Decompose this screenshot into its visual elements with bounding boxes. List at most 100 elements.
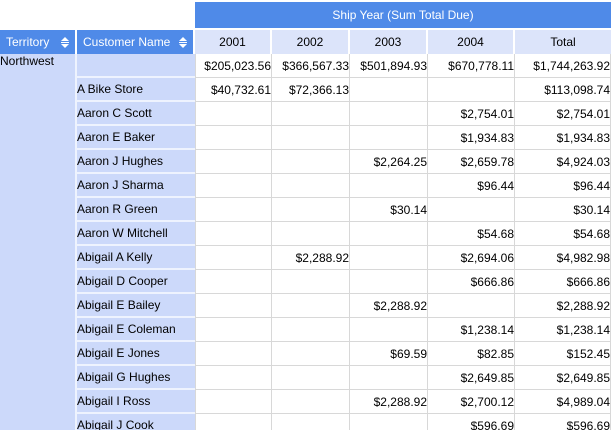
year-value-cell bbox=[195, 366, 272, 390]
customer-name-cell: Aaron J Hughes bbox=[77, 150, 195, 174]
year-value-cell: $30.14 bbox=[350, 198, 428, 222]
year-value-cell bbox=[195, 294, 272, 318]
year-value-cell: $2,264.25 bbox=[350, 150, 428, 174]
year-value-cell bbox=[350, 318, 428, 342]
table-row: Abigail A Kelly $2,288.92 $2,694.06 $4,982.… bbox=[0, 246, 611, 270]
year-value-cell: $2,754.01 bbox=[428, 102, 515, 126]
year-value-cell bbox=[350, 78, 428, 102]
year-value-cell: $1,934.83 bbox=[428, 126, 515, 150]
year-column-header-2003: 2003 bbox=[350, 28, 428, 54]
year-value-cell: $366,567.33 bbox=[272, 54, 350, 78]
year-value-cell bbox=[272, 318, 350, 342]
year-value-cell bbox=[195, 126, 272, 150]
year-value-cell bbox=[195, 318, 272, 342]
year-value-cell bbox=[350, 246, 428, 270]
customer-name-cell: Abigail D Cooper bbox=[77, 270, 195, 294]
total-value-cell: $96.44 bbox=[515, 174, 611, 198]
year-value-cell bbox=[272, 270, 350, 294]
customer-name-cell: Aaron R Green bbox=[77, 198, 195, 222]
year-value-cell bbox=[195, 246, 272, 270]
customer-name-cell: Abigail A Kelly bbox=[77, 246, 195, 270]
year-value-cell bbox=[195, 102, 272, 126]
column-header-row: Territory Customer Name 2001 2 bbox=[0, 28, 611, 54]
table-row: Abigail J Cook $596.69 $596.69 bbox=[0, 414, 611, 430]
table-row: Aaron C Scott $2,754.01 $2,754.01 bbox=[0, 102, 611, 126]
year-value-cell bbox=[272, 126, 350, 150]
total-value-cell: $4,924.03 bbox=[515, 150, 611, 174]
customer-name-cell: Abigail G Hughes bbox=[77, 366, 195, 390]
year-value-cell: $2,288.92 bbox=[272, 246, 350, 270]
year-value-cell bbox=[195, 270, 272, 294]
table-body: Northwest $205,023.56 $366,567.33 $501,894.… bbox=[0, 54, 611, 430]
total-value-cell: $666.86 bbox=[515, 270, 611, 294]
total-value-cell: $1,934.83 bbox=[515, 126, 611, 150]
year-value-cell bbox=[195, 390, 272, 414]
year-value-cell: $2,700.12 bbox=[428, 390, 515, 414]
total-value-cell: $4,989.04 bbox=[515, 390, 611, 414]
year-value-cell bbox=[272, 102, 350, 126]
column-group-header-row: Ship Year (Sum Total Due) bbox=[0, 0, 611, 28]
year-value-cell bbox=[272, 342, 350, 366]
year-column-header-2002: 2002 bbox=[272, 28, 350, 54]
year-value-cell bbox=[195, 150, 272, 174]
year-column-header-2004: 2004 bbox=[428, 28, 515, 54]
year-value-cell bbox=[272, 390, 350, 414]
total-value-cell: $2,288.92 bbox=[515, 294, 611, 318]
total-value-cell: $152.45 bbox=[515, 342, 611, 366]
year-value-cell bbox=[272, 414, 350, 430]
year-value-cell bbox=[350, 222, 428, 246]
customer-name-column-header[interactable]: Customer Name bbox=[77, 28, 195, 54]
year-value-cell bbox=[350, 174, 428, 198]
year-value-cell bbox=[350, 270, 428, 294]
total-value-cell: $54.68 bbox=[515, 222, 611, 246]
total-value-cell: $4,982.98 bbox=[515, 246, 611, 270]
year-value-cell: $82.85 bbox=[428, 342, 515, 366]
total-value-cell: $1,744,263.92 bbox=[515, 54, 611, 78]
year-value-cell: $2,649.85 bbox=[428, 366, 515, 390]
total-column-header: Total bbox=[515, 28, 611, 54]
year-value-cell bbox=[272, 366, 350, 390]
table-row: Abigail D Cooper $666.86 $666.86 bbox=[0, 270, 611, 294]
year-value-cell bbox=[428, 294, 515, 318]
year-value-cell: $670,778.11 bbox=[428, 54, 515, 78]
year-value-cell: $666.86 bbox=[428, 270, 515, 294]
table-row: Abigail G Hughes $2,649.85 $2,649.85 bbox=[0, 366, 611, 390]
year-value-cell: $1,238.14 bbox=[428, 318, 515, 342]
table-row: Abigail I Ross $2,288.92 $2,700.12 $4,989.0… bbox=[0, 390, 611, 414]
total-value-cell: $596.69 bbox=[515, 414, 611, 430]
customer-name-cell: Abigail E Jones bbox=[77, 342, 195, 366]
customer-name-cell bbox=[77, 54, 195, 78]
year-value-cell: $2,288.92 bbox=[350, 390, 428, 414]
year-value-cell: $501,894.93 bbox=[350, 54, 428, 78]
customer-name-cell: Aaron E Baker bbox=[77, 126, 195, 150]
customer-name-cell: Aaron W Mitchell bbox=[77, 222, 195, 246]
customer-name-cell: Abigail E Bailey bbox=[77, 294, 195, 318]
year-value-cell bbox=[428, 198, 515, 222]
territory-header-label: Territory bbox=[6, 35, 50, 49]
column-group-header: Ship Year (Sum Total Due) bbox=[195, 0, 611, 28]
territory-cell: Northwest bbox=[0, 54, 77, 430]
corner-spacer bbox=[0, 0, 195, 28]
year-value-cell bbox=[195, 342, 272, 366]
year-value-cell: $54.68 bbox=[428, 222, 515, 246]
year-value-cell bbox=[272, 150, 350, 174]
table-row: Aaron R Green $30.14 $30.14 bbox=[0, 198, 611, 222]
year-value-cell bbox=[195, 414, 272, 430]
sort-toggle-icon[interactable] bbox=[179, 36, 187, 48]
year-value-cell bbox=[195, 198, 272, 222]
year-value-cell: $2,659.78 bbox=[428, 150, 515, 174]
table-row: Abigail E Coleman $1,238.14 $1,238.14 bbox=[0, 318, 611, 342]
year-value-cell bbox=[195, 222, 272, 246]
customer-name-cell: Aaron C Scott bbox=[77, 102, 195, 126]
year-value-cell bbox=[272, 198, 350, 222]
year-column-header-2001: 2001 bbox=[195, 28, 272, 54]
sort-toggle-icon[interactable] bbox=[61, 36, 69, 48]
year-value-cell: $72,366.13 bbox=[272, 78, 350, 102]
total-value-cell: $2,649.85 bbox=[515, 366, 611, 390]
territory-column-header[interactable]: Territory bbox=[0, 28, 77, 54]
year-value-cell: $205,023.56 bbox=[195, 54, 272, 78]
table-row: Aaron J Sharma $96.44 $96.44 bbox=[0, 174, 611, 198]
table-row: A Bike Store $40,732.61 $72,366.13 $113,098… bbox=[0, 78, 611, 102]
